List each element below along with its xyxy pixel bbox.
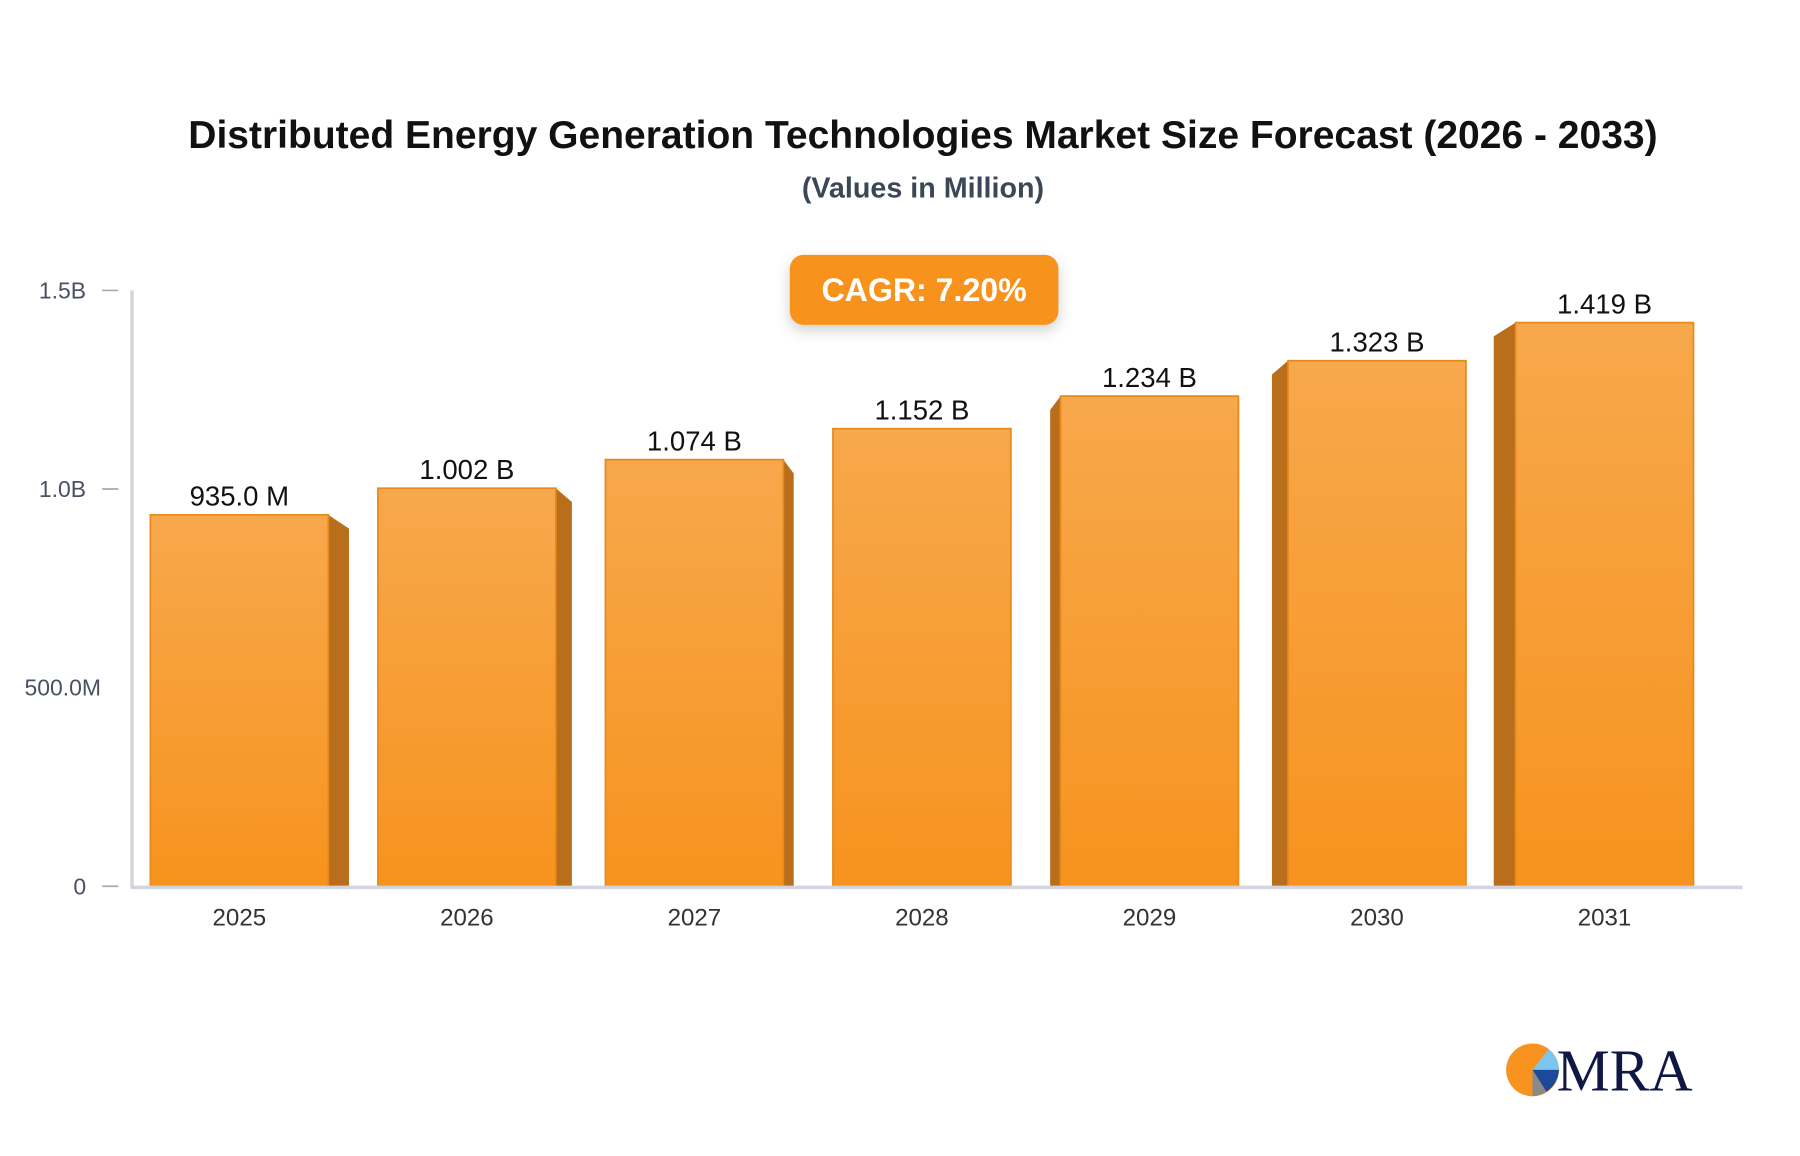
bar-2030 bbox=[1271, 359, 1467, 888]
x-tick-label: 2025 bbox=[213, 904, 267, 931]
bar-side bbox=[783, 459, 794, 887]
cagr-badge bbox=[789, 254, 1059, 325]
y-tick-label: 500.0M bbox=[25, 675, 102, 701]
x-tick-label: 2028 bbox=[895, 904, 949, 931]
mra-logo: MRA bbox=[1506, 1038, 1693, 1104]
bar-front bbox=[377, 487, 557, 888]
data-label: 1.323 B bbox=[1329, 327, 1424, 358]
bars: 935.0 M 2025 1.002 B 2026 1.074 B 2027 1.152 B… bbox=[149, 288, 1695, 931]
bar-front bbox=[1287, 359, 1467, 888]
chart-title: Distributed Energy Generation Technologi… bbox=[188, 114, 1657, 157]
bar-front bbox=[1514, 321, 1695, 888]
data-label: 1.234 B bbox=[1102, 362, 1197, 393]
bar-2029 bbox=[1050, 395, 1240, 888]
data-label: 1.074 B bbox=[647, 425, 742, 456]
data-label: 935.0 M bbox=[190, 481, 290, 512]
bar-2025 bbox=[149, 513, 349, 888]
bar-front bbox=[832, 427, 1012, 888]
x-tick-label: 2027 bbox=[668, 904, 722, 931]
data-label: 1.002 B bbox=[419, 454, 514, 485]
bar-2027 bbox=[604, 458, 794, 888]
bar-front bbox=[604, 458, 785, 888]
bar-front bbox=[149, 513, 330, 888]
y-tick-label: 0 bbox=[73, 873, 86, 899]
bar-front bbox=[1059, 395, 1240, 888]
bar-2031 bbox=[1493, 321, 1695, 888]
y-tick-label: 1.0B bbox=[39, 476, 86, 502]
bar-2026 bbox=[377, 487, 572, 888]
x-tick-label: 2031 bbox=[1578, 904, 1632, 931]
bar-side bbox=[328, 514, 349, 887]
y-tick-label: 1.5B bbox=[39, 277, 86, 303]
logo-text: MRA bbox=[1557, 1038, 1693, 1104]
x-tick-label: 2026 bbox=[440, 904, 494, 931]
bar-side bbox=[1050, 396, 1061, 887]
x-tick-label: 2030 bbox=[1350, 904, 1404, 931]
x-tick-label: 2029 bbox=[1123, 904, 1177, 931]
cagr-text: CAGR: 7.20% bbox=[821, 272, 1026, 308]
bar-side bbox=[555, 488, 572, 887]
bar-side bbox=[1271, 360, 1289, 887]
chart-subtitle: (Values in Million) bbox=[802, 172, 1044, 204]
bar-side bbox=[1493, 322, 1516, 887]
data-label: 1.152 B bbox=[874, 394, 969, 425]
y-axis: 0 500.0M 1.0B 1.5B bbox=[25, 277, 119, 899]
data-label: 1.419 B bbox=[1557, 288, 1652, 319]
bar-2028 bbox=[832, 427, 1012, 888]
